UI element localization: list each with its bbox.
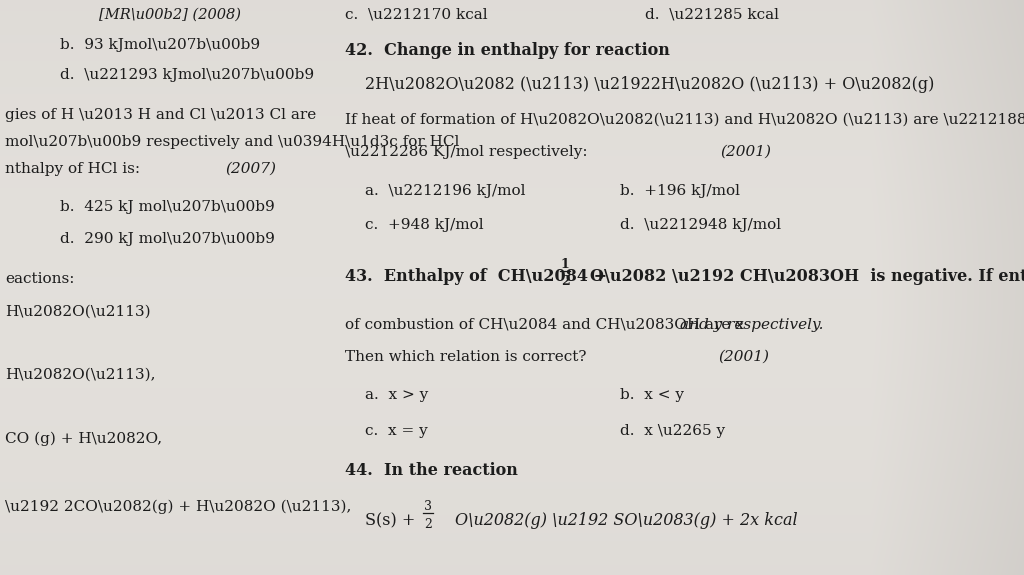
- Text: (2007): (2007): [225, 162, 276, 176]
- Text: O\u2082 \u2192 CH\u2083OH  is negative. If enthalpy: O\u2082 \u2192 CH\u2083OH is negative. I…: [590, 268, 1024, 285]
- Text: b.  425 kJ mol\u207b\u00b9: b. 425 kJ mol\u207b\u00b9: [60, 200, 274, 214]
- Text: a.  x > y: a. x > y: [365, 388, 428, 402]
- Text: b.  +196 kJ/mol: b. +196 kJ/mol: [620, 184, 740, 198]
- Text: CO (g) + H\u2082O,: CO (g) + H\u2082O,: [5, 432, 162, 446]
- Text: Then which relation is correct?: Then which relation is correct?: [345, 350, 587, 364]
- Text: 42.  Change in enthalpy for reaction: 42. Change in enthalpy for reaction: [345, 42, 670, 59]
- Text: and y respectively.: and y respectively.: [680, 318, 823, 332]
- Text: mol\u207b\u00b9 respectively and \u0394H\u1d3c for HCl: mol\u207b\u00b9 respectively and \u0394H…: [5, 135, 460, 149]
- Text: 1: 1: [560, 258, 569, 271]
- Text: If heat of formation of H\u2082O\u2082(\u2113) and H\u2082O (\u2113) are \u22121: If heat of formation of H\u2082O\u2082(\…: [345, 113, 1024, 127]
- Text: 2: 2: [424, 518, 432, 531]
- Text: \u2192 2CO\u2082(g) + H\u2082O (\u2113),: \u2192 2CO\u2082(g) + H\u2082O (\u2113),: [5, 500, 351, 515]
- Text: 3: 3: [424, 500, 432, 513]
- Text: eactions:: eactions:: [5, 272, 75, 286]
- Text: c.  \u2212170 kcal: c. \u2212170 kcal: [345, 8, 487, 22]
- Text: \u2212286 KJ/mol respectively:: \u2212286 KJ/mol respectively:: [345, 145, 588, 159]
- Text: 2H\u2082O\u2082 (\u2113) \u21922H\u2082O (\u2113) + O\u2082(g): 2H\u2082O\u2082 (\u2113) \u21922H\u2082O…: [365, 76, 934, 93]
- Text: d.  \u221293 kJmol\u207b\u00b9: d. \u221293 kJmol\u207b\u00b9: [60, 68, 314, 82]
- Text: gies of H \u2013 H and Cl \u2013 Cl are: gies of H \u2013 H and Cl \u2013 Cl are: [5, 108, 316, 122]
- Text: d.  290 kJ mol\u207b\u00b9: d. 290 kJ mol\u207b\u00b9: [60, 232, 274, 246]
- Text: O\u2082(g) \u2192 SO\u2083(g) + 2x kcal: O\u2082(g) \u2192 SO\u2083(g) + 2x kcal: [455, 512, 798, 529]
- Text: [MR\u00b2] (2008): [MR\u00b2] (2008): [99, 8, 241, 22]
- Text: d.  \u2212948 kJ/mol: d. \u2212948 kJ/mol: [620, 218, 781, 232]
- Text: 44.  In the reaction: 44. In the reaction: [345, 462, 518, 479]
- Text: of combustion of CH\u2084 and CH\u2083OH are x: of combustion of CH\u2084 and CH\u2083OH…: [345, 318, 749, 332]
- Text: H\u2082O(\u2113),: H\u2082O(\u2113),: [5, 368, 156, 382]
- Text: H\u2082O(\u2113): H\u2082O(\u2113): [5, 305, 151, 319]
- Text: 43.  Enthalpy of  CH\u2084 +: 43. Enthalpy of CH\u2084 +: [345, 268, 607, 285]
- Text: b.  93 kJmol\u207b\u00b9: b. 93 kJmol\u207b\u00b9: [60, 38, 260, 52]
- Text: (2001): (2001): [718, 350, 769, 364]
- Text: 2: 2: [560, 275, 569, 288]
- Text: c.  x = y: c. x = y: [365, 424, 428, 438]
- Text: b.  x < y: b. x < y: [620, 388, 684, 402]
- Text: c.  +948 kJ/mol: c. +948 kJ/mol: [365, 218, 483, 232]
- Text: S(s) +: S(s) +: [365, 512, 416, 529]
- Text: d.  \u221285 kcal: d. \u221285 kcal: [645, 8, 779, 22]
- Text: a.  \u2212196 kJ/mol: a. \u2212196 kJ/mol: [365, 184, 525, 198]
- Text: nthalpy of HCl is:: nthalpy of HCl is:: [5, 162, 140, 176]
- Text: d.  x \u2265 y: d. x \u2265 y: [620, 424, 725, 438]
- Text: (2001): (2001): [720, 145, 771, 159]
